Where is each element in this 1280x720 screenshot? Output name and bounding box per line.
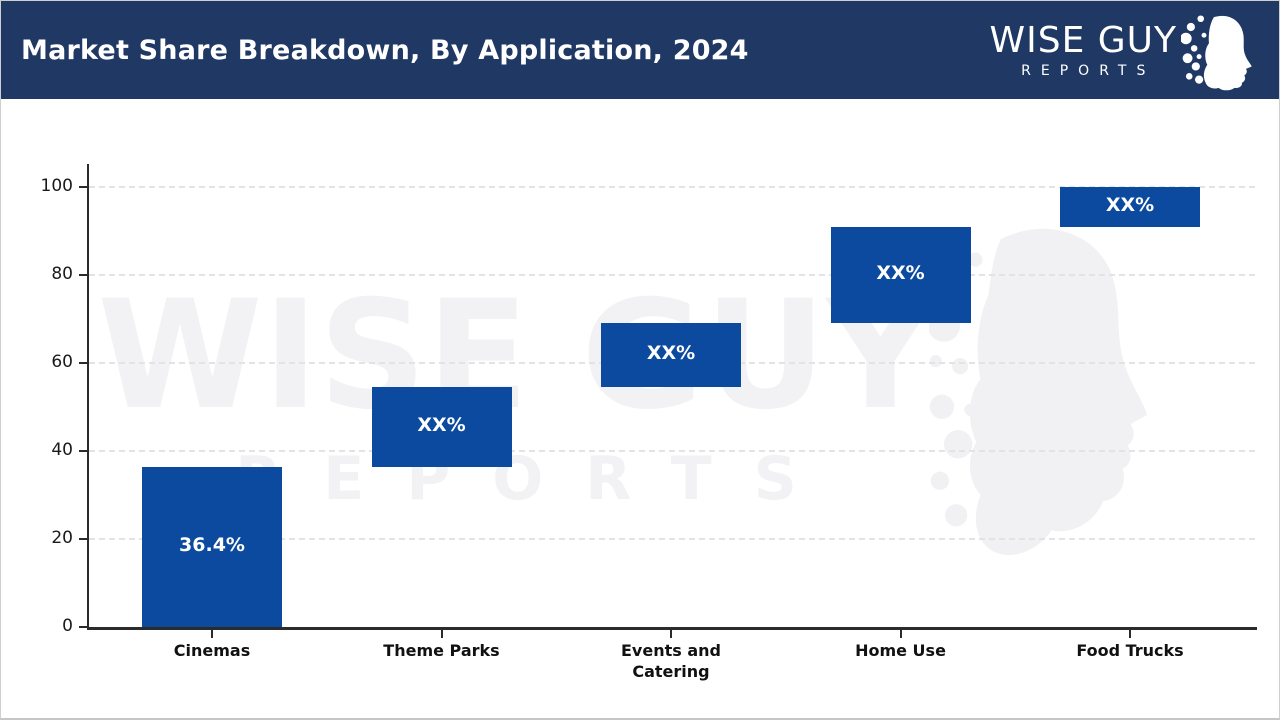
bar-label-0: 36.4% [179, 533, 245, 556]
bar-label-4: XX% [1105, 194, 1155, 217]
y-tick-20 [79, 538, 88, 540]
x-tick-3 [899, 630, 902, 638]
bar-label-1: XX% [417, 413, 466, 436]
watermark-text-reports: REPORTS [235, 444, 839, 514]
gridline-20 [89, 538, 1255, 540]
brand-subname: REPORTS [1021, 62, 1156, 79]
watermark-face-icon [929, 228, 1147, 556]
y-tick-label-20: 20 [51, 528, 73, 548]
x-tick-1 [440, 630, 443, 638]
x-tick-label-3: Home Use [855, 641, 946, 660]
x-tick-label-1: Theme Parks [383, 641, 500, 660]
x-tick-label-2: Events and Catering [621, 641, 721, 681]
x-tick-4 [1129, 630, 1131, 638]
watermark-text-wiseguy: WISE GUY [97, 269, 935, 443]
header-bar: Market Share Breakdown, By Application, … [1, 1, 1279, 99]
brand-face-icon [1181, 15, 1252, 91]
brand-logo: WISE GUY REPORTS [990, 7, 1256, 93]
y-tick-label-60: 60 [51, 352, 73, 372]
gridline-80 [89, 274, 1255, 276]
x-axis-line [87, 627, 1257, 630]
brand-name: WISE GUY [989, 19, 1177, 61]
bar-0 [142, 466, 282, 627]
bar-4 [1060, 187, 1200, 228]
y-tick-label-80: 80 [51, 264, 73, 284]
y-tick-label-40: 40 [51, 440, 73, 460]
y-tick-80 [79, 274, 88, 276]
y-tick-0 [79, 626, 88, 628]
bar-label-3: XX% [876, 262, 925, 284]
y-tick-40 [79, 450, 88, 452]
gridline-100 [89, 186, 1255, 188]
y-tick-label-0: 0 [62, 616, 73, 636]
brand-logo-text: WISE GUY REPORTS [989, 19, 1178, 79]
gridline-40 [89, 450, 1255, 452]
y-tick-label-100: 100 [40, 176, 73, 196]
x-tick-0 [211, 630, 213, 638]
bar-2 [601, 322, 741, 387]
y-tick-60 [79, 362, 88, 364]
bar-label-2: XX% [646, 341, 696, 364]
x-tick-label-0: Cinemas [173, 641, 251, 660]
y-tick-100 [79, 186, 88, 188]
x-tick-2 [670, 630, 672, 638]
bar-3 [830, 227, 971, 323]
x-tick-label-4: Food Trucks [1076, 641, 1184, 660]
y-axis-line [87, 164, 89, 629]
bar-1 [371, 386, 512, 467]
page-title: Market Share Breakdown, By Application, … [21, 34, 749, 66]
